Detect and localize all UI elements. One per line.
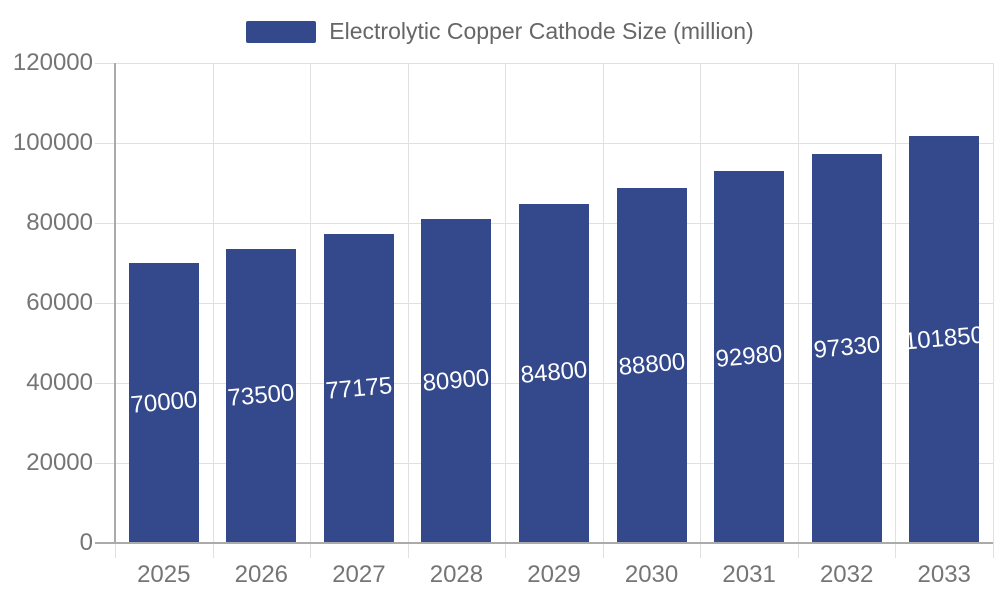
bar-2032[interactable]: 97330	[811, 153, 882, 543]
bar-2033[interactable]: 101850	[909, 135, 980, 543]
x-axis-tick-label: 2027	[332, 561, 386, 588]
gridline-vertical	[895, 63, 897, 558]
bar-value-label: 70000	[129, 386, 199, 419]
bar-2026[interactable]: 73500	[226, 249, 297, 543]
legend-label: Electrolytic Copper Cathode Size (millio…	[329, 18, 754, 44]
bar-value-label: 80900	[421, 364, 491, 398]
bar-value-label: 97330	[812, 331, 882, 365]
bar-value-label: 92980	[714, 340, 784, 373]
bar-2031[interactable]: 92980	[714, 171, 785, 543]
gridline-vertical	[993, 63, 994, 558]
bar-2028[interactable]: 80900	[421, 219, 492, 543]
gridline-horizontal	[95, 63, 993, 64]
gridline-vertical	[407, 63, 409, 558]
bar-value-label: 73500	[226, 379, 296, 412]
y-axis-tick-label: 120000	[12, 49, 93, 76]
x-axis-tick-label: 2031	[722, 561, 776, 588]
bar-2027[interactable]: 77175	[323, 234, 394, 543]
x-axis-tick-label: 2033	[917, 561, 971, 588]
bar-value-label: 88800	[617, 348, 686, 382]
x-axis-tick-label: 2030	[624, 561, 679, 588]
legend-swatch	[246, 20, 317, 43]
gridline-vertical	[505, 63, 507, 558]
x-axis-line	[95, 542, 993, 544]
plot-area: 0 20000 40000 60000 80000 100000 120000 70000 20…	[13, 49, 994, 588]
x-axis-tick-label: 2028	[429, 561, 484, 588]
y-axis-line	[114, 63, 116, 543]
x-axis-tick	[115, 543, 116, 558]
bar-2025[interactable]: 70000	[128, 263, 199, 543]
y-axis-tick-label: 60000	[26, 289, 93, 316]
bar-value-label: 77175	[324, 371, 394, 405]
gridline-vertical	[212, 63, 214, 558]
bar-value-label: 101850	[909, 321, 980, 356]
y-axis-tick-label: 0	[79, 529, 93, 556]
x-axis-tick-label: 2025	[137, 561, 191, 588]
y-axis-tick-label: 100000	[12, 129, 93, 156]
gridline-vertical	[602, 63, 604, 558]
bar-value-label: 84800	[519, 356, 589, 390]
gridline-vertical	[310, 63, 312, 558]
gridline-vertical	[700, 63, 702, 558]
y-axis-tick-label: 40000	[26, 369, 93, 396]
x-axis-tick-label: 2032	[819, 561, 874, 588]
y-axis-tick-label: 80000	[26, 209, 93, 236]
x-axis-tick-label: 2026	[234, 561, 289, 588]
bar-2030[interactable]: 88800	[616, 187, 687, 543]
legend[interactable]: Electrolytic Copper Cathode Size (millio…	[0, 18, 1000, 45]
y-axis-tick-label: 20000	[26, 449, 93, 476]
gridline-horizontal	[95, 143, 993, 144]
gridline-vertical	[797, 63, 799, 558]
bar-2029[interactable]: 84800	[519, 203, 589, 543]
x-axis-tick-label: 2029	[527, 561, 581, 588]
